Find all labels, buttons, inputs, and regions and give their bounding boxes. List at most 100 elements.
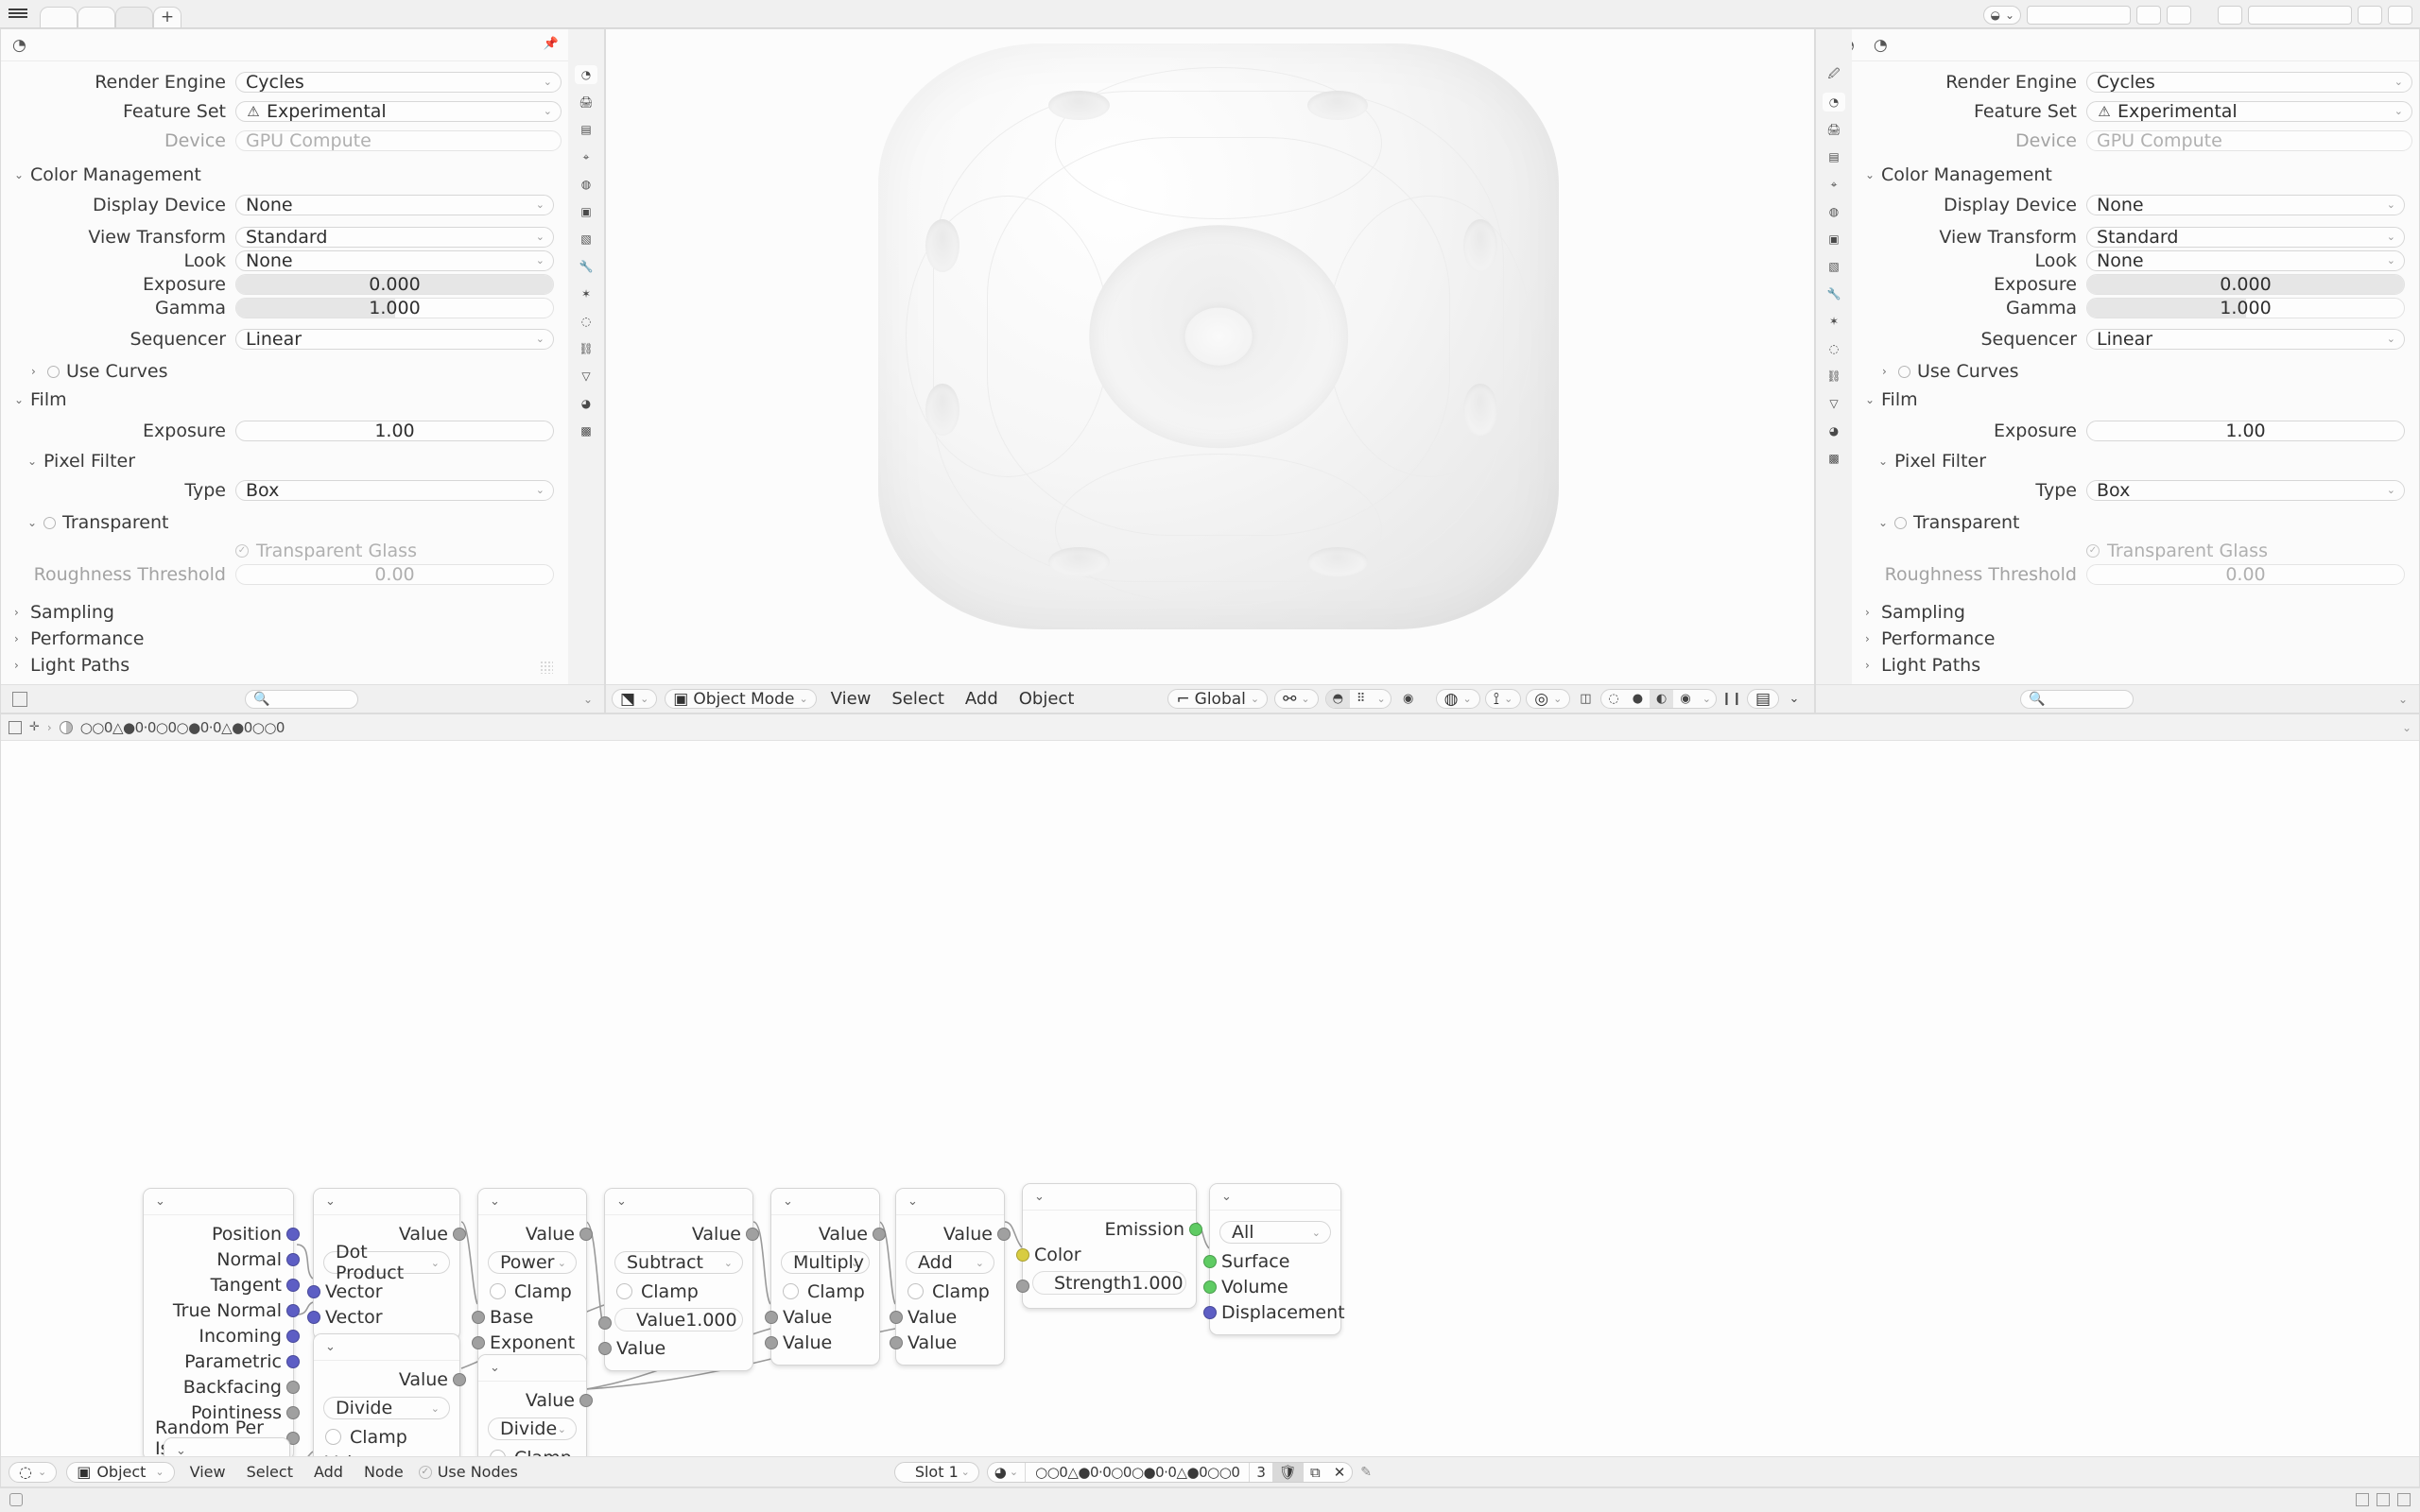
display-device-dropdown[interactable]: None ⌄ [235, 194, 554, 215]
socket-dot[interactable] [598, 1341, 612, 1355]
node-header-emission[interactable]: ⌄ [1023, 1184, 1196, 1211]
gamma-slider-r[interactable]: 1.000 [2086, 297, 2405, 318]
tab-data-properties[interactable]: ▽ [581, 369, 591, 383]
render-engine-dropdown[interactable]: Cycles ⌄ [235, 71, 562, 93]
tab-world-properties[interactable]: ◍ [580, 178, 592, 191]
tab-constraints-properties-r[interactable]: ⛓ [1826, 369, 1841, 383]
visibility-selector[interactable]: ◍ ⌄ [1435, 689, 1480, 709]
expand-icon[interactable]: ⌄ [582, 692, 593, 706]
tab-particles-properties[interactable]: ✶ [580, 287, 592, 301]
add-view-layer-button[interactable] [2358, 6, 2382, 25]
look-dropdown[interactable]: None ⌄ [235, 249, 554, 271]
socket-dot[interactable] [286, 1227, 300, 1241]
node-math-add[interactable]: ⌄ Value Add ⌄ Clamp Value Value [890, 1188, 1011, 1366]
socket-dot[interactable] [765, 1335, 778, 1349]
socket-dot[interactable] [1189, 1222, 1202, 1236]
tab-collection-properties[interactable]: ▣ [580, 205, 592, 218]
shading-material-preview-icon[interactable]: ◐ [1650, 690, 1674, 708]
transparent-checkbox[interactable] [43, 516, 56, 529]
workspace-tab-2[interactable] [78, 7, 115, 27]
new-material-icon[interactable]: ⧉ [1309, 1463, 1321, 1481]
socket-dot[interactable] [286, 1380, 300, 1394]
roughness-threshold-field[interactable]: 0.00 [235, 563, 554, 585]
socket-dot[interactable] [286, 1431, 300, 1445]
node-vector-math-dot-product[interactable]: ⌄ Value Dot Product ⌄ Vector Vector [307, 1188, 466, 1340]
socket-volume[interactable]: Volume [1203, 1274, 1340, 1299]
scene-selector[interactable]: ◒ ⌄ [1983, 6, 2021, 25]
node-menu-add[interactable]: Add [313, 1463, 343, 1481]
socket-dot[interactable] [1016, 1280, 1029, 1293]
sequencer-dropdown[interactable]: Linear ⌄ [235, 328, 554, 350]
math-operation-dropdown[interactable]: Power ⌄ [488, 1251, 577, 1274]
node-header-math-divide-168[interactable]: ⌄ [478, 1355, 586, 1382]
viewport-menu-object[interactable]: Object [1018, 689, 1075, 709]
node-header-math-multiply[interactable]: ⌄ [771, 1189, 879, 1215]
clamp-checkbox[interactable] [783, 1283, 799, 1299]
material-name-field[interactable]: ○○0△●0·0○0○●0·0△●0○○0 [1025, 1462, 1249, 1482]
exposure-slider[interactable]: 0.000 [235, 273, 554, 295]
tab-scene-properties[interactable]: ⌖ [582, 149, 590, 163]
socket-emission-out[interactable]: Emission [1023, 1216, 1202, 1242]
pause-icon[interactable]: ❙❙ [1721, 692, 1742, 706]
tab-modifier-properties[interactable]: 🔧 [579, 260, 594, 273]
clamp-checkbox-row[interactable]: Clamp [771, 1279, 879, 1304]
material-users-count[interactable]: 3 [1249, 1462, 1272, 1482]
tab-physics-properties-r[interactable]: ◌ [1828, 342, 1840, 355]
clamp-checkbox[interactable] [490, 1283, 506, 1299]
pin-icon[interactable]: 📌 [543, 37, 559, 51]
copy-scene-button[interactable] [2167, 6, 2191, 25]
clamp-checkbox-row[interactable]: Clamp [478, 1279, 586, 1304]
shader-node-editor[interactable]: ✛ › ○○0△●0·0○0○●0·0△●0○○0 ⌄ [0, 713, 2420, 1487]
tab-object-properties-r[interactable]: ▧ [1828, 260, 1840, 273]
node-geometry[interactable]: ⌄ Position Normal Tangent True Normal In… [143, 1188, 300, 1461]
section-color-management[interactable]: ⌄ Color Management [14, 164, 201, 185]
gizmo-toggle[interactable]: ⟟ ⌄ [1484, 689, 1522, 709]
tab-scene-properties-r[interactable]: ⌖ [1830, 177, 1838, 191]
snap-selector[interactable]: ⚯ ⌄ [1274, 689, 1319, 709]
tab-view-layer-properties-r[interactable]: ▤ [1828, 150, 1840, 163]
properties-search-input[interactable]: 🔍 [245, 689, 358, 709]
socket-base[interactable]: Base [472, 1304, 586, 1330]
socket-dot[interactable] [286, 1303, 300, 1317]
tab-data-properties-r[interactable]: ▽ [1829, 397, 1839, 410]
device-dropdown[interactable]: GPU Compute [235, 129, 562, 151]
slot-selector[interactable]: Slot 1 ⌄ [893, 1461, 979, 1483]
proportional-editing-group[interactable]: ◓ ⠿ ⌄ [1324, 689, 1392, 709]
socket-value-2[interactable]: Value [890, 1330, 1004, 1355]
section-sampling-r[interactable]: › Sampling [1865, 602, 1965, 623]
film-exposure-field[interactable]: 1.00 [235, 420, 554, 441]
section-film[interactable]: ⌄ Film [14, 389, 67, 410]
overlays-toggle[interactable]: ◎ ⌄ [1526, 689, 1571, 709]
socket-incoming[interactable]: Incoming [144, 1323, 300, 1349]
socket-exponent[interactable]: Exponent [472, 1330, 586, 1355]
clamp-checkbox-row[interactable]: Clamp [314, 1424, 459, 1450]
socket-dot[interactable] [307, 1284, 320, 1298]
node-menu-select[interactable]: Select [246, 1463, 293, 1481]
section-light-paths-r[interactable]: › Light Paths [1865, 655, 1981, 676]
math-operation-dropdown[interactable]: Divide ⌄ [488, 1418, 577, 1440]
add-workspace-button[interactable]: + [153, 7, 182, 27]
socket-dot[interactable] [1203, 1280, 1217, 1294]
socket-dot[interactable] [997, 1227, 1011, 1241]
socket-true-normal[interactable]: True Normal [144, 1297, 300, 1323]
node-header-vector-math[interactable]: ⌄ [314, 1189, 459, 1215]
socket-value-out[interactable]: Value [478, 1221, 593, 1246]
roughness-threshold-field-r[interactable]: 0.00 [2086, 563, 2405, 585]
socket-dot[interactable] [472, 1335, 485, 1349]
socket-backfacing[interactable]: Backfacing [144, 1374, 300, 1400]
film-exposure-field-r[interactable]: 1.00 [2086, 420, 2405, 441]
viewport-menu-view[interactable]: View [830, 689, 872, 709]
socket-tangent[interactable]: Tangent [144, 1272, 300, 1297]
mode-selector[interactable]: ▣ Object Mode ⌄ [665, 689, 817, 709]
section-pixel-filter-r[interactable]: ⌄ Pixel Filter [1878, 451, 1987, 472]
transparent-glass-toggle[interactable]: ✓ Transparent Glass [235, 541, 417, 561]
socket-dot[interactable] [286, 1278, 300, 1292]
fake-user-icon[interactable]: 🛡 [1271, 1462, 1304, 1482]
workspace-tab-1[interactable] [40, 7, 78, 27]
math-operation-dropdown[interactable]: Multiply ⌄ [781, 1251, 870, 1274]
socket-value-1[interactable]: Value [890, 1304, 1004, 1330]
look-dropdown-r[interactable]: None ⌄ [2086, 249, 2405, 271]
render-preview-settings[interactable]: ▤ [1746, 689, 1779, 709]
section-transparent[interactable]: ⌄ Transparent [27, 512, 169, 533]
editor-type-selector[interactable]: ⬔ ⌄ [612, 689, 658, 709]
